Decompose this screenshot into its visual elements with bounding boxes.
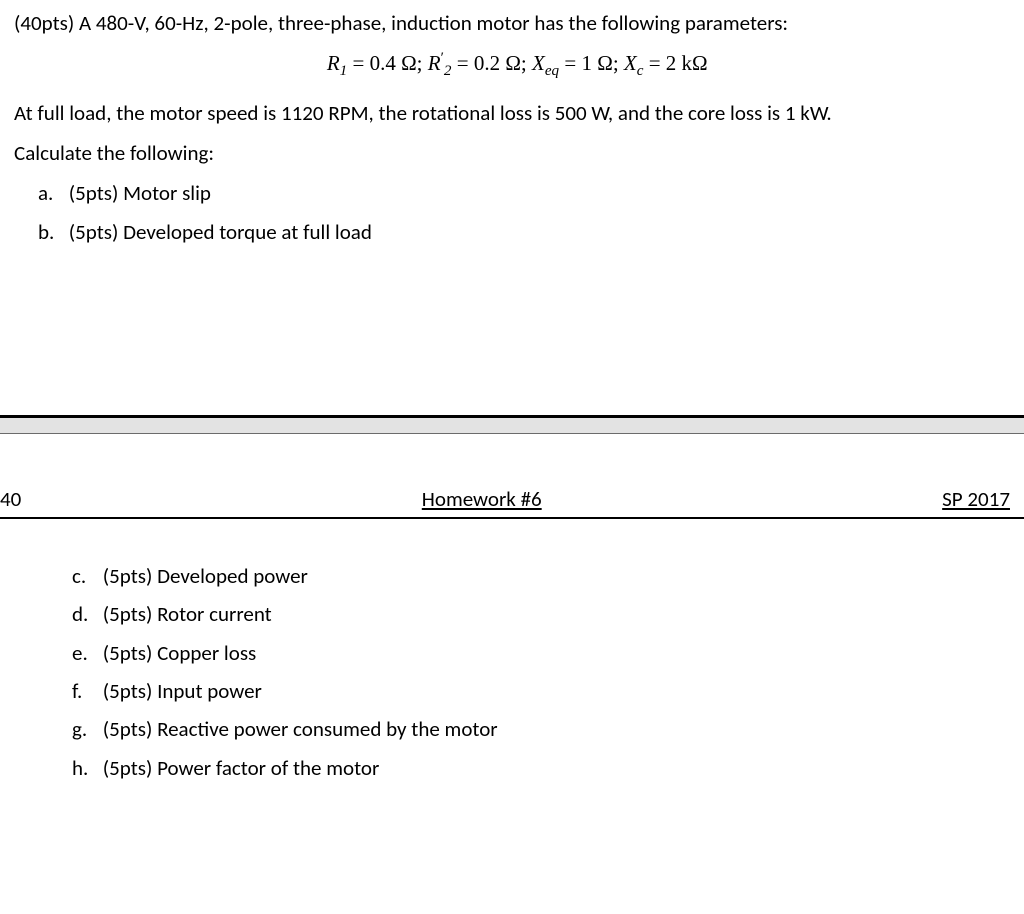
item-letter: a. <box>38 178 64 208</box>
list-item: b. (5pts) Developed torque at full load <box>38 217 1010 247</box>
list-item: a. (5pts) Motor slip <box>38 178 1010 208</box>
item-letter: b. <box>38 217 64 247</box>
Xc-sym: X <box>624 51 637 75</box>
Xeq-sym: X <box>532 51 545 75</box>
item-text: Power factor of the motor <box>157 755 379 781</box>
header-left: 40 <box>0 484 21 514</box>
list-item: e. (5pts) Copper loss <box>72 638 1010 668</box>
intro-text: A 480-V, 60-Hz, 2-pole, three-phase, ind… <box>79 10 788 36</box>
problem-intro: (40pts) A 480-V, 60-Hz, 2-pole, three-ph… <box>14 8 1010 38</box>
item-letter: e. <box>72 638 98 668</box>
page-divider <box>0 415 1024 434</box>
question-list-bottom-wrap: c. (5pts) Developed power d. (5pts) Roto… <box>14 519 1010 784</box>
item-text: Developed torque at full load <box>123 219 372 245</box>
question-list-top: a. (5pts) Motor slip b. (5pts) Developed… <box>14 178 1010 247</box>
divider-band <box>0 418 1024 433</box>
item-pts: (5pts) <box>103 678 153 704</box>
vertical-gap <box>14 255 1010 415</box>
list-item: d. (5pts) Rotor current <box>72 599 1010 629</box>
item-pts: (5pts) <box>103 716 153 742</box>
item-text: Rotor current <box>157 601 272 627</box>
list-item: f. (5pts) Input power <box>72 676 1010 706</box>
full-load-line: At full load, the motor speed is 1120 RP… <box>14 98 1010 128</box>
item-text: Reactive power consumed by the motor <box>157 716 498 742</box>
header-right: SP 2017 <box>942 484 1010 514</box>
calc-label: Calculate the following: <box>14 138 1010 168</box>
item-letter: d. <box>72 599 98 629</box>
item-pts: (5pts) <box>103 601 153 627</box>
parameters-equation: R1 = 0.4 Ω; R′2 = 0.2 Ω; Xeq = 1 Ω; Xc =… <box>14 48 1010 83</box>
list-item: h. (5pts) Power factor of the motor <box>72 753 1010 783</box>
item-pts: (5pts) <box>103 640 153 666</box>
R2-sym: R <box>428 51 441 75</box>
list-item: g. (5pts) Reactive power consumed by the… <box>72 714 1010 744</box>
page-header: 40 Homework #6 SP 2017 <box>0 484 1024 518</box>
question-list-bottom: c. (5pts) Developed power d. (5pts) Roto… <box>72 561 1010 784</box>
item-pts: (5pts) <box>103 755 153 781</box>
divider-bottom-rule <box>0 433 1024 434</box>
item-text: Copper loss <box>157 640 256 666</box>
item-pts: (5pts) <box>69 180 119 206</box>
item-letter: h. <box>72 753 98 783</box>
R1-sym: R <box>327 51 340 75</box>
item-text: Developed power <box>157 563 308 589</box>
list-item: c. (5pts) Developed power <box>72 561 1010 591</box>
item-text: Input power <box>157 678 262 704</box>
item-pts: (5pts) <box>103 563 153 589</box>
item-letter: g. <box>72 714 98 744</box>
page: (40pts) A 480-V, 60-Hz, 2-pole, three-ph… <box>0 0 1024 811</box>
item-text: Motor slip <box>123 180 211 206</box>
item-letter: f. <box>72 676 98 706</box>
points-label: (40pts) <box>14 10 74 36</box>
header-center: Homework #6 <box>422 484 542 514</box>
item-letter: c. <box>72 561 98 591</box>
item-pts: (5pts) <box>69 219 119 245</box>
